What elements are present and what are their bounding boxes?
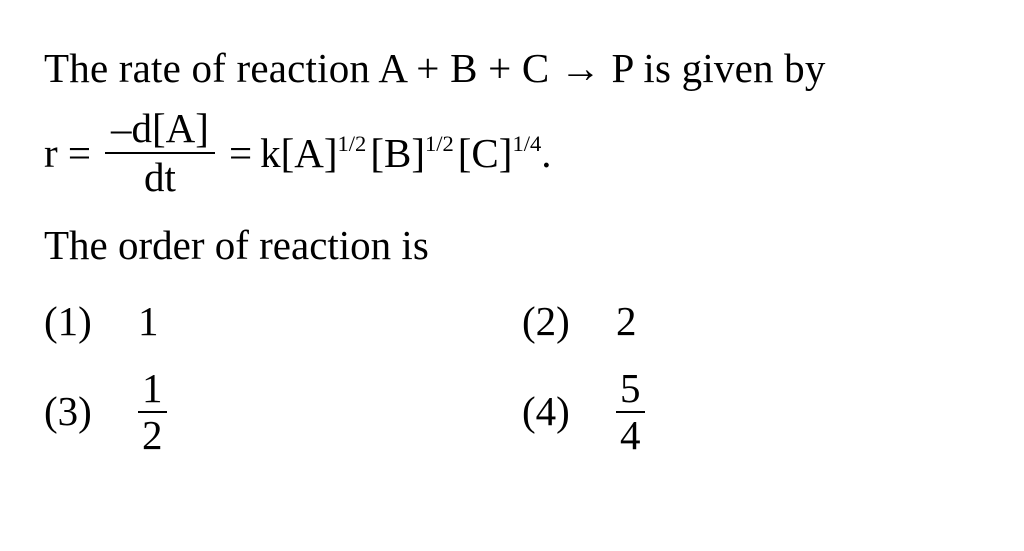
option-1-number: (1) [44,299,116,344]
equation-period: . [541,130,551,176]
option-2-number: (2) [522,299,594,344]
term-C-base: [C] [458,130,513,176]
rate-rhs: k[A]1/2[B]1/2[C]1/4. [260,129,551,177]
term-C-exponent: 1/4 [512,131,541,156]
line1-pre-text: The rate of reaction [44,45,378,91]
question-line-1: The rate of reaction A + B + C → P is gi… [44,40,980,97]
option-1-value: 1 [138,299,159,344]
option-3-number: (3) [44,389,116,434]
option-4-frac-top: 5 [616,368,645,409]
option-4-fraction: 5 4 [616,368,645,456]
option-4-number: (4) [522,389,594,434]
option-1[interactable]: (1) 1 [44,299,502,344]
rate-equation-line: r = –d[A] dt = k[A]1/2[B]1/2[C]1/4. [44,107,980,199]
option-3[interactable]: (3) 1 2 [44,368,502,456]
fraction-denominator: dt [138,156,182,199]
option-3-fraction: 1 2 [138,368,167,456]
fraction-numerator: –d[A] [105,107,215,150]
options-grid: (1) 1 (2) 2 (3) 1 2 (4) 5 4 [44,299,980,456]
term-A-exponent: 1/2 [338,131,367,156]
option-3-frac-bot: 2 [138,415,167,456]
term-B-base: [B] [370,130,425,176]
question-page: The rate of reaction A + B + C → P is gi… [0,0,1024,456]
line1-post-text: is given by [633,45,826,91]
rate-constant-k: k [260,130,281,176]
term-B-exponent: 1/2 [425,131,454,156]
line1-equation: A + B + C → P [378,45,633,91]
rate-lhs: r = [44,129,91,177]
option-3-frac-top: 1 [138,368,167,409]
option-4-frac-bot: 4 [616,415,645,456]
question-line-3: The order of reaction is [44,217,980,274]
option-2[interactable]: (2) 2 [522,299,980,344]
term-A-base: [A] [281,130,338,176]
option-4[interactable]: (4) 5 4 [522,368,980,456]
equals-sign: = [229,129,252,177]
option-2-value: 2 [616,299,637,344]
rate-fraction: –d[A] dt [105,107,215,199]
